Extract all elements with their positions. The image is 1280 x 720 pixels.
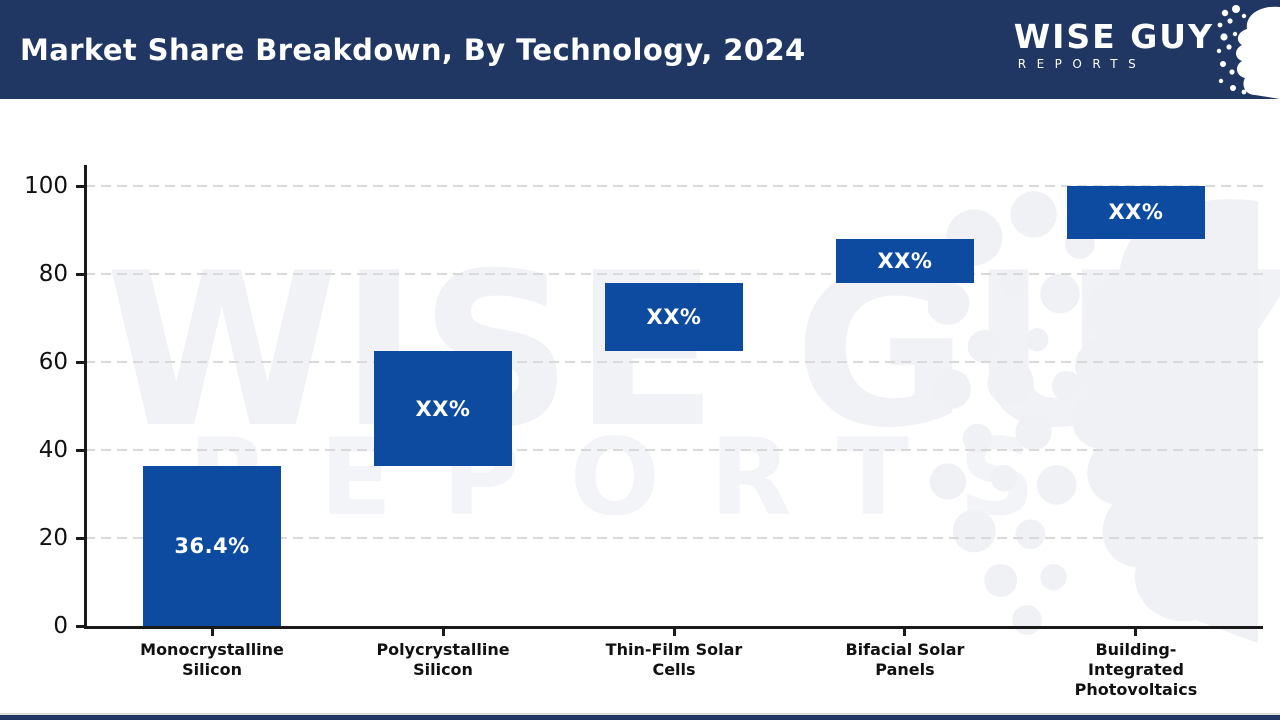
y-gridline xyxy=(85,537,1263,539)
y-axis-tick-label: 60 xyxy=(38,349,68,375)
bar-value-label: XX% xyxy=(1108,200,1164,225)
y-gridline xyxy=(85,361,1263,363)
page-title: Market Share Breakdown, By Technology, 2… xyxy=(20,32,806,67)
y-axis-tick xyxy=(76,536,84,540)
watermark-subtext: REPORTS xyxy=(188,416,1086,539)
waterfall-bar: XX% xyxy=(373,351,513,466)
y-axis-tick-label: 20 xyxy=(38,525,68,551)
logo-subtext: REPORTS xyxy=(1017,57,1147,71)
logo-wordmark-block: WISE GUY REPORTS xyxy=(1013,17,1214,72)
bar-value-label: 36.4% xyxy=(174,533,250,558)
waterfall-bar: XX% xyxy=(604,282,744,352)
y-axis-tick xyxy=(76,184,84,188)
header-banner: Market Share Breakdown, By Technology, 2… xyxy=(0,0,1280,99)
x-axis-category-label: Building- Integrated Photovoltaics xyxy=(1074,640,1198,699)
x-axis-tick xyxy=(210,629,214,636)
y-gridline xyxy=(85,185,1263,187)
y-gridline xyxy=(85,449,1263,451)
waterfall-bar: XX% xyxy=(1066,186,1206,239)
x-axis-tick xyxy=(903,629,907,636)
x-axis-tick xyxy=(1134,629,1138,636)
x-axis-tick xyxy=(441,629,445,636)
y-axis-tick xyxy=(76,272,84,276)
x-axis-category-label: Thin-Film Solar Cells xyxy=(605,640,743,679)
watermark-face-icon xyxy=(928,191,1258,644)
x-axis-line xyxy=(84,626,1263,629)
y-axis-tick xyxy=(76,360,84,364)
x-axis-category-label: Polycrystalline Silicon xyxy=(376,640,510,679)
y-axis-tick xyxy=(76,624,84,628)
y-axis-line xyxy=(84,165,87,629)
x-axis-category-label: Bifacial Solar Panels xyxy=(845,640,965,679)
bar-value-label: XX% xyxy=(415,396,471,421)
brand-logo: WISE GUY REPORTS xyxy=(1014,0,1280,99)
y-axis-tick-label: 80 xyxy=(38,261,68,287)
waterfall-bar: XX% xyxy=(835,238,975,283)
waterfall-bar: 36.4% xyxy=(142,465,282,626)
y-axis-tick-label: 40 xyxy=(38,437,68,463)
y-axis-tick-label: 100 xyxy=(24,173,68,199)
bar-value-label: XX% xyxy=(877,248,933,273)
y-gridline xyxy=(85,273,1263,275)
logo-face-icon xyxy=(1216,5,1280,99)
logo-wordmark: WISE GUY xyxy=(1013,17,1214,56)
y-axis-tick-label: 0 xyxy=(53,613,68,639)
bar-value-label: XX% xyxy=(646,305,702,330)
footer-bar xyxy=(0,713,1280,720)
y-axis-tick xyxy=(76,448,84,452)
x-axis-category-label: Monocrystalline Silicon xyxy=(140,640,284,679)
x-axis-tick xyxy=(672,629,676,636)
